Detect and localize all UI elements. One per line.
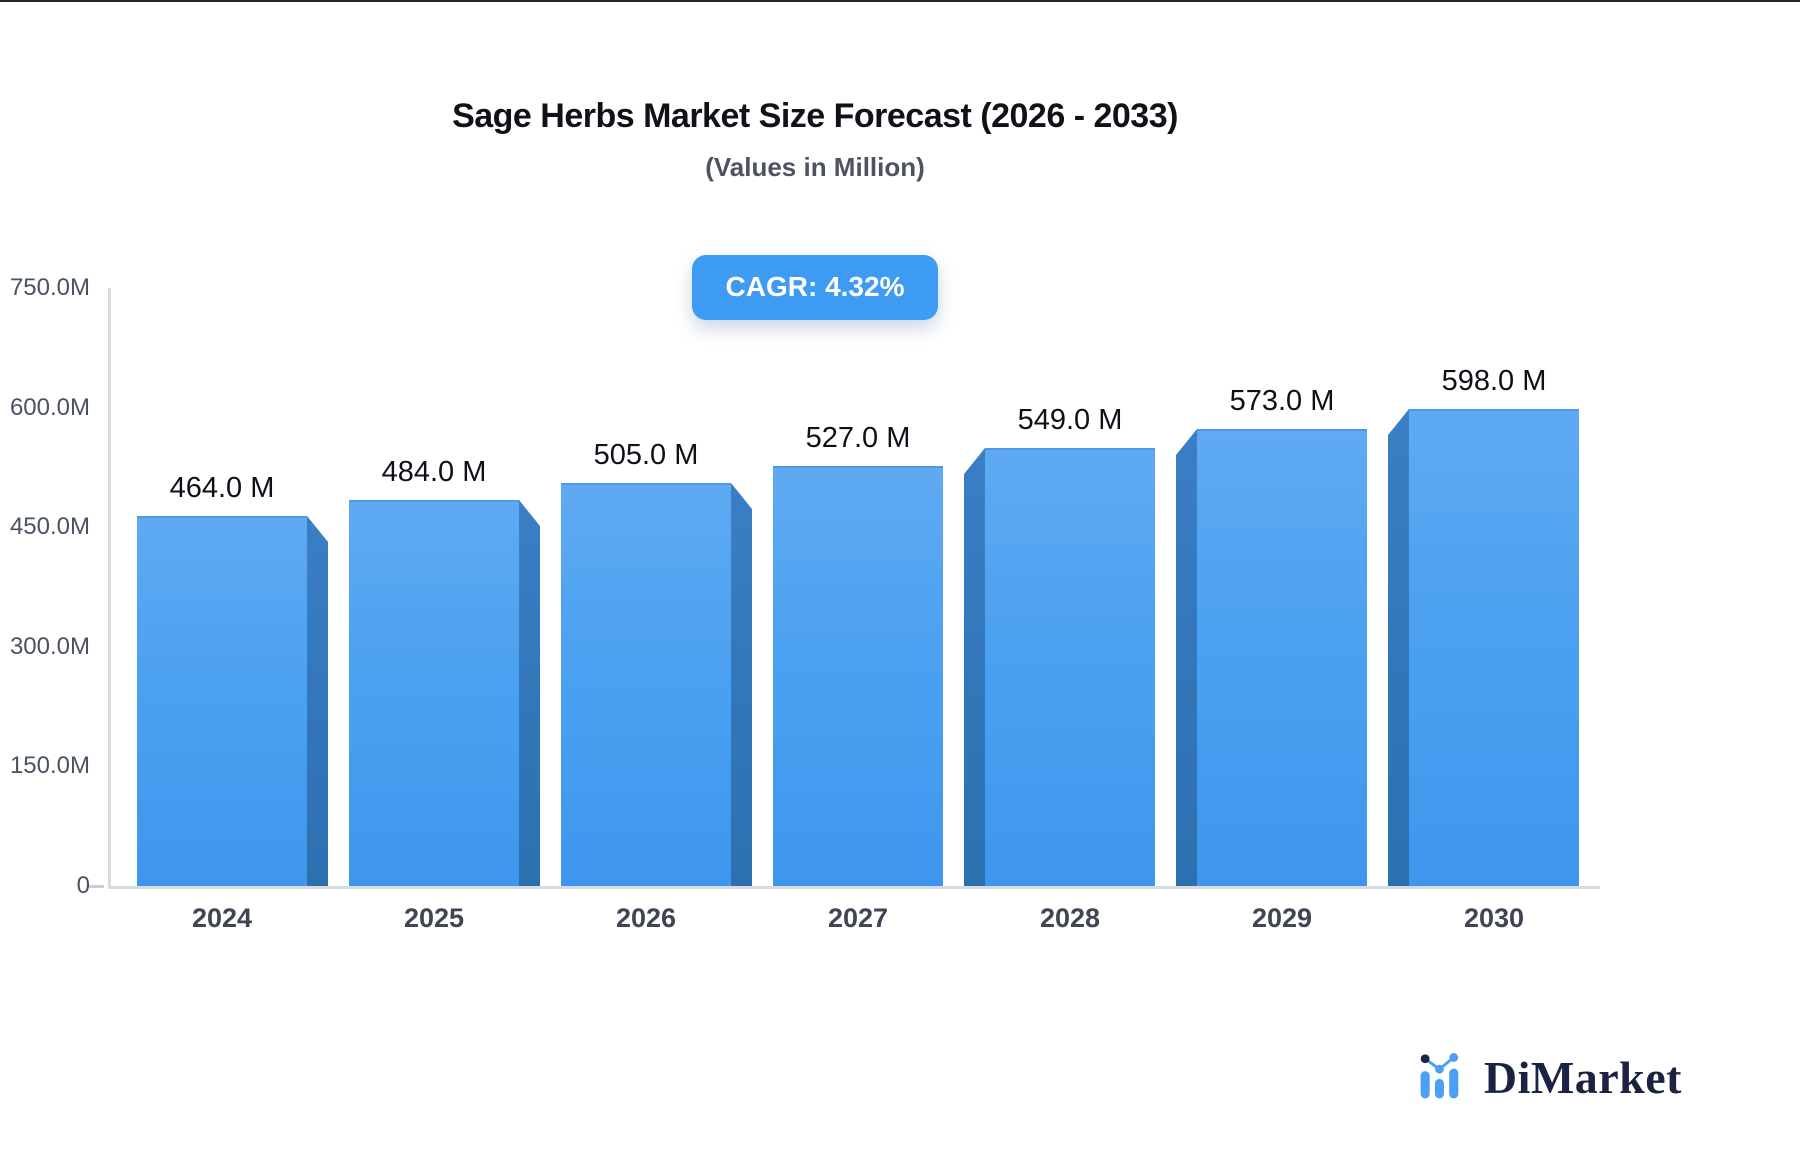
- y-tick-label: 450.0M: [9, 513, 90, 541]
- bar-side-2030: [1388, 409, 1409, 886]
- bar-value-label: 484.0 M: [381, 456, 487, 488]
- top-border-line: [0, 0, 1800, 2]
- bar-2029[interactable]: [1197, 429, 1367, 886]
- bar-value-label: 598.0 M: [1441, 365, 1547, 397]
- bar-2030[interactable]: [1409, 409, 1579, 886]
- y-tick-label: 600.0M: [9, 393, 90, 421]
- chart-header: Sage Herbs Market Size Forecast (2026 - …: [110, 0, 1520, 183]
- bar-side-2024: [307, 516, 328, 886]
- y-tick-label: 750.0M: [9, 274, 90, 301]
- cagr-badge: CAGR: 4.32%: [691, 255, 939, 320]
- bar-2026[interactable]: [561, 483, 731, 886]
- x-axis-line: [108, 886, 1600, 889]
- bar-value-label: 549.0 M: [1017, 404, 1123, 436]
- zero-tick-mark: [88, 885, 104, 888]
- bar-value-label: 527.0 M: [805, 422, 911, 454]
- cagr-badge-row: CAGR: 4.32%: [110, 255, 1520, 320]
- brand-text: DiMarket: [1483, 1052, 1682, 1103]
- bar-value-label: 505.0 M: [593, 439, 699, 471]
- brand-logo: DiMarket: [1418, 1049, 1682, 1101]
- x-axis-label-2029: 2029: [1251, 903, 1313, 933]
- bar-value-label: 573.0 M: [1229, 385, 1335, 417]
- y-tick-label: 150.0M: [9, 752, 90, 780]
- bar-2027[interactable]: [773, 466, 943, 886]
- x-axis-label-2025: 2025: [403, 903, 465, 933]
- bar-value-label: 464.0 M: [169, 472, 275, 504]
- bar-2024[interactable]: [137, 516, 307, 886]
- bar-side-2026: [731, 483, 752, 886]
- y-tick-label: 0: [76, 872, 90, 899]
- bar-side-2028: [964, 448, 985, 886]
- chart-title: Sage Herbs Market Size Forecast (2026 - …: [452, 97, 1178, 135]
- chart-subtitle: (Values in Million): [705, 152, 925, 182]
- x-axis-label-2027: 2027: [827, 903, 889, 933]
- bar-side-2029: [1176, 429, 1197, 886]
- bar-2025[interactable]: [349, 500, 519, 886]
- x-axis-label-2026: 2026: [615, 903, 677, 933]
- x-axis-label-2030: 2030: [1463, 903, 1525, 933]
- bar-side-2025: [519, 500, 540, 886]
- x-axis-label-2028: 2028: [1039, 903, 1101, 933]
- y-axis-line: [108, 288, 111, 889]
- bar-2028[interactable]: [985, 448, 1155, 886]
- x-axis-label-2024: 2024: [191, 903, 253, 933]
- y-tick-label: 300.0M: [9, 632, 90, 660]
- brand-icon: [1420, 1053, 1459, 1099]
